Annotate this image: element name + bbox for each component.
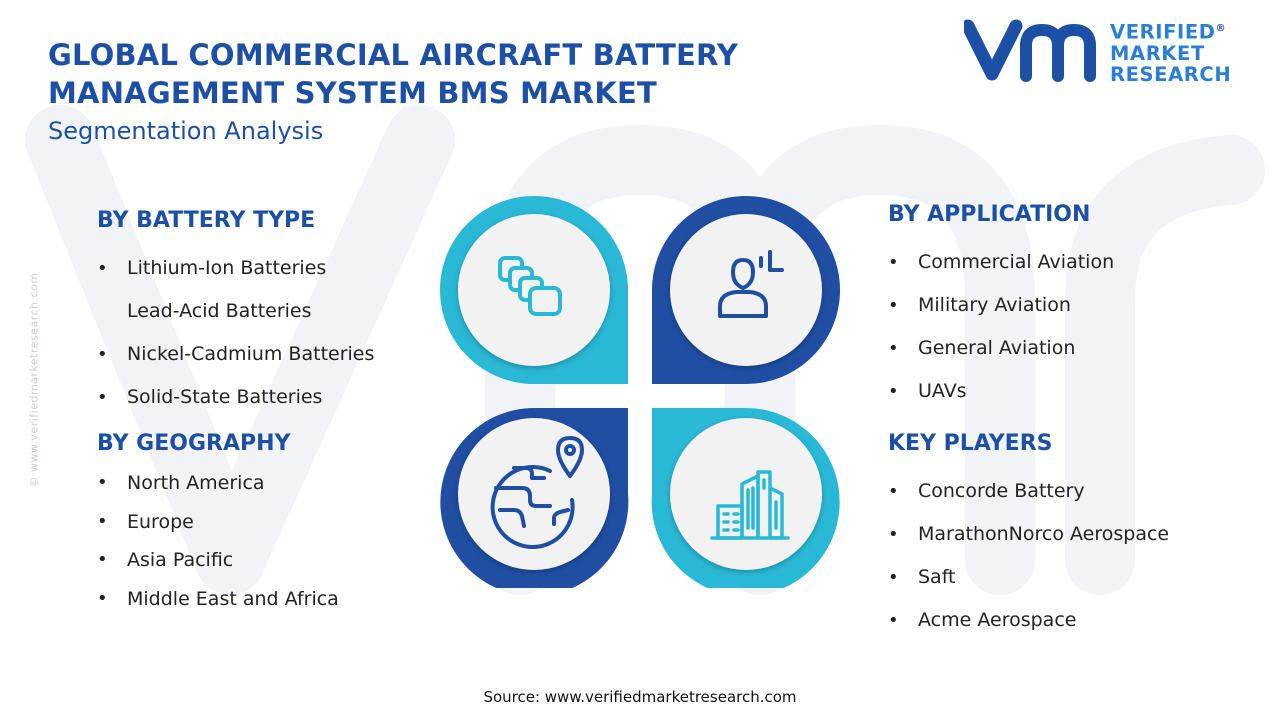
list-item: North America (97, 464, 339, 503)
logo-line-verified: VERIFIED® (1110, 20, 1227, 44)
petal-bottom-right (651, 408, 840, 588)
segment-list: North America Europe Asia Pacific Middle… (97, 464, 339, 618)
logo-wordmark: VERIFIED® MARKET RESEARCH (1110, 18, 1231, 85)
list-item: Commercial Aviation (888, 241, 1114, 284)
battery-cells-icon (498, 256, 562, 316)
segment-petal-graphic (440, 196, 840, 588)
vmr-logo: VERIFIED® MARKET RESEARCH (961, 14, 1244, 85)
registered-mark: ® (1215, 23, 1227, 34)
list-item: Middle East and Africa (97, 580, 339, 619)
segment-geography: BY GEOGRAPHY North America Europe Asia P… (97, 431, 339, 618)
list-item: UAVs (888, 370, 1114, 413)
logo-line-research: RESEARCH (1110, 62, 1232, 86)
list-item: Nickel-Cadmium Batteries (97, 333, 374, 376)
segment-heading: BY GEOGRAPHY (97, 431, 291, 456)
list-item: MarathonNorco Aerospace (888, 513, 1169, 556)
logo-line-market: MARKET (1110, 41, 1205, 65)
user-analysis-icon (718, 250, 784, 318)
segment-key-players: KEY PLAYERS Concorde Battery MarathonNor… (888, 431, 1169, 642)
list-item: Asia Pacific (97, 541, 339, 580)
page-subtitle: Segmentation Analysis (48, 117, 324, 145)
list-item: Saft (888, 556, 1169, 599)
segment-list: Concorde Battery MarathonNorco Aerospace… (888, 470, 1169, 642)
city-buildings-icon (710, 470, 790, 540)
page-title: GLOBAL COMMERCIAL AIRCRAFT BATTERY MANAG… (48, 38, 739, 110)
list-item: General Aviation (888, 327, 1114, 370)
segment-list: Commercial Aviation Military Aviation Ge… (888, 241, 1114, 413)
segment-heading: BY BATTERY TYPE (97, 208, 316, 233)
globe-location-icon (490, 436, 584, 549)
list-item: Lead-Acid Batteries (127, 300, 312, 322)
list-item: Concorde Battery (888, 470, 1169, 513)
segment-heading: KEY PLAYERS (888, 431, 1053, 456)
list-item: Solid-State Batteries (97, 376, 374, 419)
source-note: Source: www.verifiedmarketresearch.com (483, 688, 797, 706)
list-item: Lithium-Ion Batteries (97, 247, 374, 290)
segment-heading: BY APPLICATION (888, 202, 1091, 227)
list-item: Acme Aerospace (888, 599, 1169, 642)
list-item: Military Aviation (888, 284, 1114, 327)
list-item: Europe (97, 503, 339, 542)
segment-battery-type: BY BATTERY TYPE Lithium-Ion Batteries Le… (97, 208, 374, 419)
vmr-logo-mark (961, 19, 1096, 82)
segment-application: BY APPLICATION Commercial Aviation Milit… (888, 202, 1114, 413)
segment-list: Lithium-Ion Batteries Lead-Acid Batterie… (97, 247, 374, 419)
petal-bottom-left (440, 408, 629, 588)
